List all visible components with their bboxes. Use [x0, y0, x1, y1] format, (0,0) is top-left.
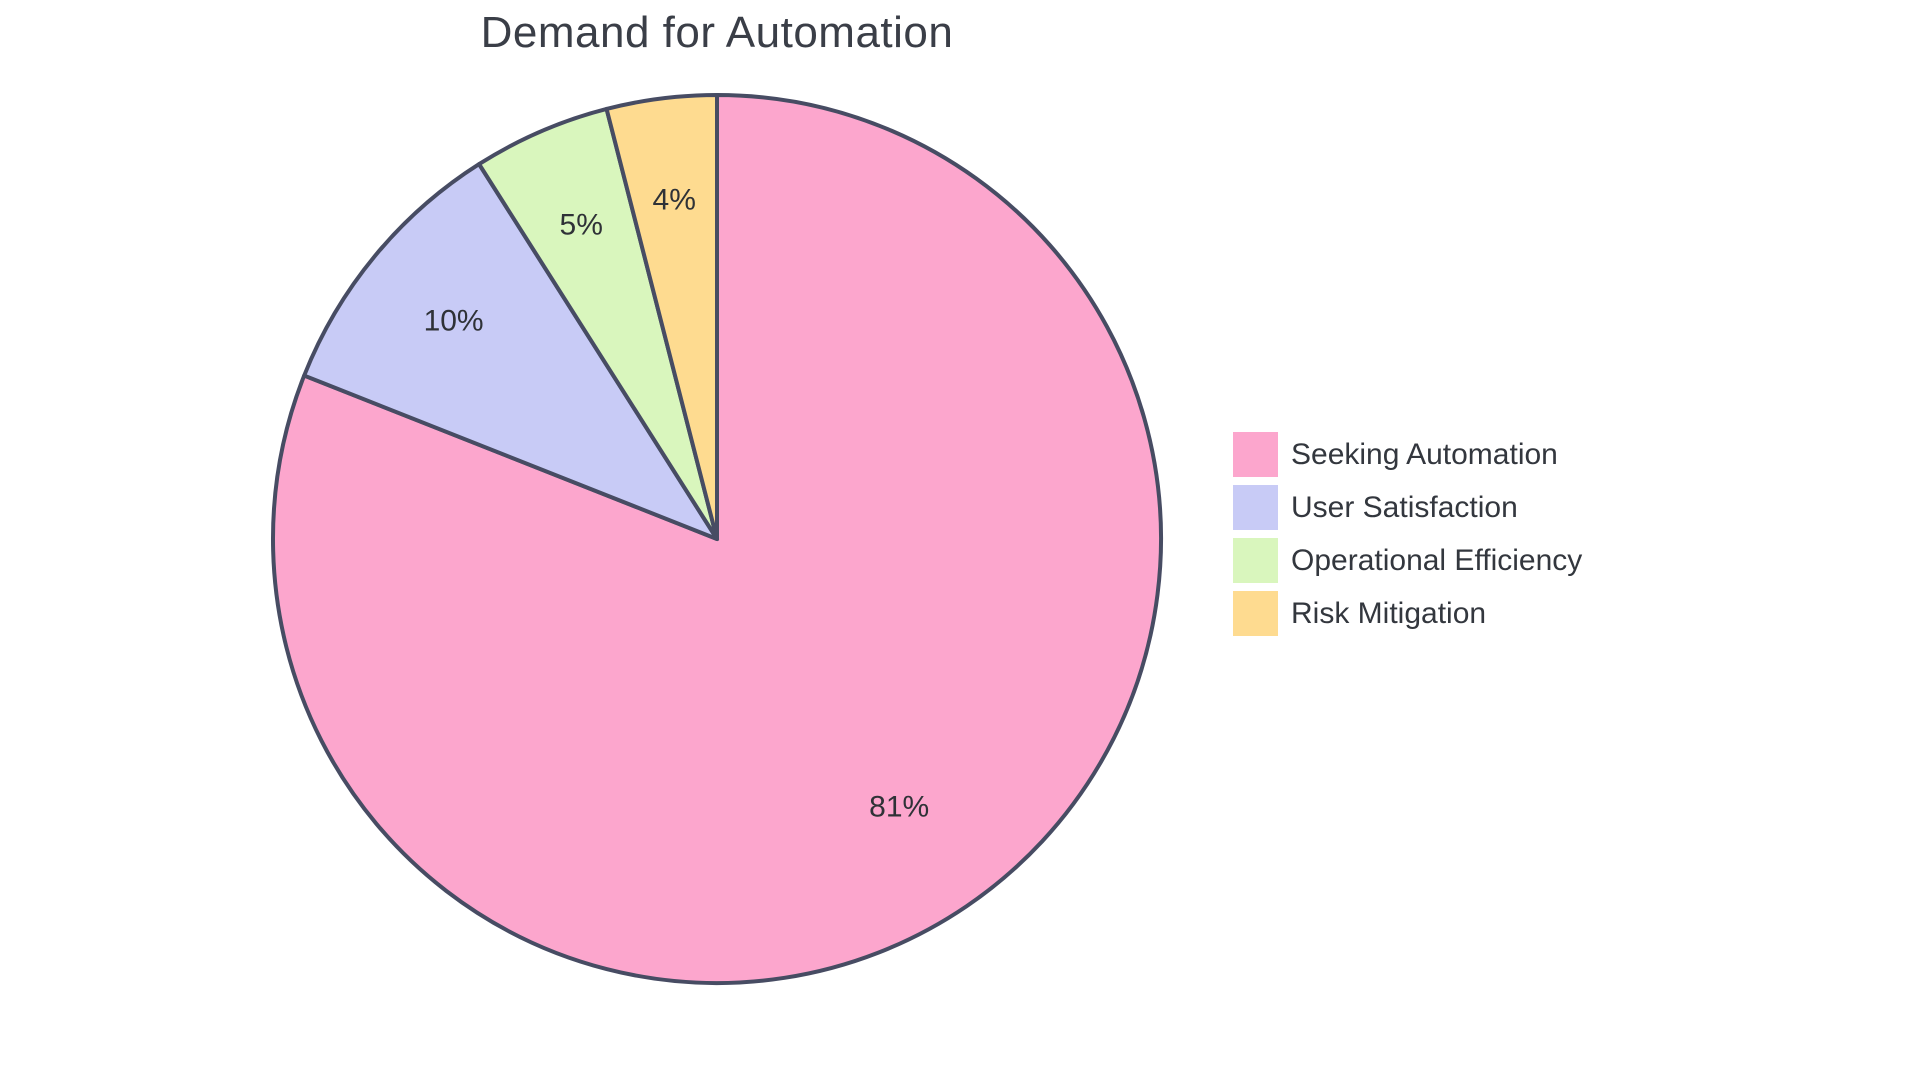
pie-slice-risk-mitigation[interactable] [604, 93, 719, 541]
pie-percent-label-risk-mitigation: 4% [653, 183, 696, 216]
pie-slice-user-satisfaction[interactable] [302, 162, 719, 541]
legend: Seeking Automation User Satisfaction Opera… [1233, 432, 1582, 636]
legend-swatch-operational-efficiency [1233, 538, 1278, 583]
legend-label-risk-mitigation: Risk Mitigation [1291, 596, 1487, 630]
legend-item-operational-efficiency[interactable]: Operational Efficiency [1233, 538, 1582, 583]
legend-item-risk-mitigation[interactable]: Risk Mitigation [1233, 591, 1582, 636]
legend-item-user-satisfaction[interactable]: User Satisfaction [1233, 485, 1582, 530]
legend-swatch-seeking-automation [1233, 432, 1278, 477]
legend-label-seeking-automation: Seeking Automation [1291, 437, 1558, 471]
legend-swatch-risk-mitigation [1233, 591, 1278, 636]
pie-percent-label-operational-efficiency: 5% [560, 209, 603, 242]
chart-title: Demand for Automation [480, 8, 954, 57]
pie-percent-label-seeking-automation: 81% [869, 791, 929, 824]
legend-label-user-satisfaction: User Satisfaction [1291, 490, 1518, 524]
legend-item-seeking-automation[interactable]: Seeking Automation [1233, 432, 1582, 477]
pie-percent-label-user-satisfaction: 10% [424, 305, 484, 338]
legend-label-operational-efficiency: Operational Efficiency [1291, 543, 1583, 577]
legend-swatch-user-satisfaction [1233, 485, 1278, 530]
